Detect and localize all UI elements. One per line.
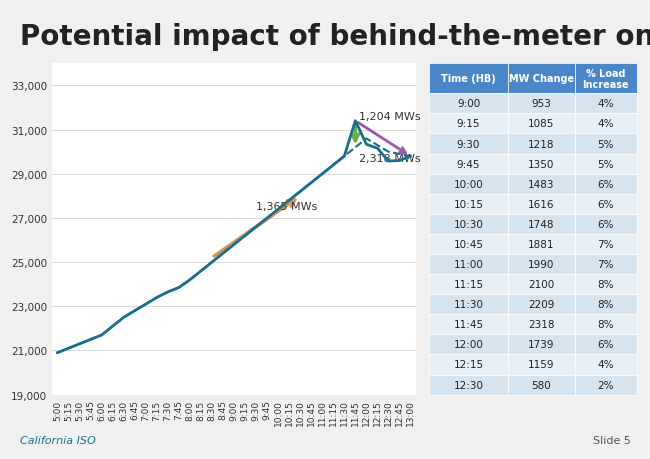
Text: 7%: 7% <box>597 259 614 269</box>
Text: California ISO: California ISO <box>20 435 96 445</box>
Text: 8%: 8% <box>597 280 614 290</box>
Text: % Load
Increase: % Load Increase <box>582 68 629 90</box>
Text: MW Change: MW Change <box>509 74 574 84</box>
Text: 1483: 1483 <box>528 179 554 189</box>
Text: Time (HB): Time (HB) <box>441 74 496 84</box>
Text: 10:00: 10:00 <box>454 179 484 189</box>
Text: 5%: 5% <box>597 139 614 149</box>
Text: 11:30: 11:30 <box>454 300 484 309</box>
Text: 11:15: 11:15 <box>454 280 484 290</box>
Text: 953: 953 <box>532 99 551 109</box>
Text: 11:45: 11:45 <box>454 319 484 330</box>
Text: 6%: 6% <box>597 340 614 350</box>
Text: 10:30: 10:30 <box>454 219 484 230</box>
Text: 7%: 7% <box>597 240 614 249</box>
Text: 4%: 4% <box>597 119 614 129</box>
Text: 9:45: 9:45 <box>457 159 480 169</box>
Text: 6%: 6% <box>597 219 614 230</box>
Text: 10:15: 10:15 <box>454 199 484 209</box>
Text: 6%: 6% <box>597 179 614 189</box>
Text: 9:15: 9:15 <box>457 119 480 129</box>
Text: 2209: 2209 <box>528 300 554 309</box>
Text: Slide 5: Slide 5 <box>593 435 630 445</box>
Text: 6%: 6% <box>597 199 614 209</box>
Text: 1350: 1350 <box>528 159 554 169</box>
Text: 2%: 2% <box>597 380 614 390</box>
Text: 1159: 1159 <box>528 360 554 369</box>
Text: 1218: 1218 <box>528 139 554 149</box>
Text: 9:30: 9:30 <box>457 139 480 149</box>
Text: 11:00: 11:00 <box>454 259 484 269</box>
Text: 1748: 1748 <box>528 219 554 230</box>
Text: 5%: 5% <box>597 159 614 169</box>
Text: 12:30: 12:30 <box>454 380 484 390</box>
Text: 1739: 1739 <box>528 340 554 350</box>
Text: 1085: 1085 <box>528 119 554 129</box>
Text: 1,204 MWs: 1,204 MWs <box>359 111 421 121</box>
Text: 8%: 8% <box>597 300 614 309</box>
Text: 12:15: 12:15 <box>454 360 484 369</box>
Text: 1881: 1881 <box>528 240 554 249</box>
Text: 2318: 2318 <box>528 319 554 330</box>
Text: 4%: 4% <box>597 99 614 109</box>
Text: 12:00: 12:00 <box>454 340 484 350</box>
Text: 580: 580 <box>532 380 551 390</box>
Text: 8%: 8% <box>597 319 614 330</box>
Text: 10:45: 10:45 <box>454 240 484 249</box>
Text: 1,365 MWs: 1,365 MWs <box>256 202 317 212</box>
Text: 4%: 4% <box>597 360 614 369</box>
Text: 9:00: 9:00 <box>457 99 480 109</box>
Text: 2100: 2100 <box>528 280 554 290</box>
Text: 1616: 1616 <box>528 199 554 209</box>
Text: Potential impact of behind-the-meter on ISO load: Potential impact of behind-the-meter on … <box>20 23 650 51</box>
Text: 1990: 1990 <box>528 259 554 269</box>
Text: 2,318 MWs: 2,318 MWs <box>359 153 421 163</box>
